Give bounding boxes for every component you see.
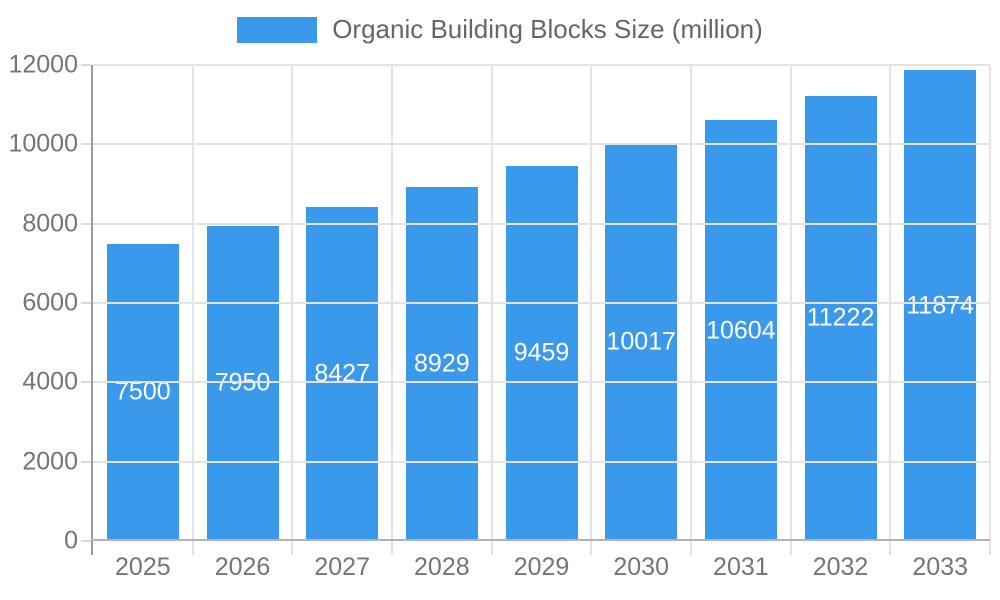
y-axis-tick-label: 12000: [8, 50, 78, 79]
h-gridline: [93, 222, 990, 225]
h-gridline: [93, 64, 990, 66]
bar-value-label: 11874: [906, 291, 975, 319]
v-gridline: [789, 65, 792, 555]
v-gridline: [989, 65, 992, 555]
y-axis-line: [91, 65, 93, 555]
bar[interactable]: 8929: [405, 186, 478, 541]
y-axis-tick-label: 10000: [8, 129, 78, 158]
category-column: 8929 2028: [392, 65, 493, 580]
bar-value-label: 9459: [513, 338, 570, 367]
bar[interactable]: 11874: [904, 70, 977, 541]
v-gridline: [391, 65, 394, 555]
y-axis-tick: [81, 540, 91, 542]
v-gridline: [191, 65, 194, 555]
h-gridline: [93, 460, 990, 463]
v-gridline: [690, 65, 693, 555]
y-axis-tick-label: 2000: [22, 447, 78, 476]
bar[interactable]: 8427: [306, 206, 379, 541]
v-gridline: [889, 65, 892, 555]
category-column: 10604 2031: [691, 65, 792, 580]
x-axis-tick-label: 2029: [513, 553, 570, 581]
bar[interactable]: 10017: [605, 143, 678, 541]
bar-value-label: 8929: [414, 349, 470, 378]
bar[interactable]: 11222: [804, 95, 877, 541]
bar-value-label: 10017: [606, 327, 676, 356]
bar[interactable]: 10604: [704, 120, 777, 541]
x-axis-tick-label: 2033: [912, 553, 969, 581]
h-gridline: [93, 302, 990, 304]
v-gridline: [490, 65, 493, 555]
category-column: 7500 2025: [93, 65, 194, 580]
x-axis-tick-label: 2030: [613, 553, 669, 581]
v-gridline: [291, 65, 294, 555]
y-axis-tick: [81, 460, 91, 463]
x-axis-line: [91, 539, 990, 541]
x-axis-tick-label: 2026: [214, 553, 271, 581]
y-axis-tick: [81, 222, 91, 225]
y-axis-tick: [81, 143, 91, 146]
category-column: 9459 2029: [492, 65, 593, 580]
plot-area: 7500 2025 7950 2026 8427 2027 8929 2028 9459 2029…: [8, 52, 992, 580]
category-column: 11222 2032: [791, 65, 892, 580]
bar-value-label: 7500: [115, 377, 171, 406]
bar[interactable]: 9459: [505, 165, 578, 541]
y-axis-tick-label: 6000: [22, 288, 78, 317]
y-axis-tick-label: 0: [64, 526, 78, 555]
x-axis-tick-label: 2027: [314, 553, 370, 581]
category-column: 10017 2030: [591, 65, 693, 580]
y-axis-tick: [81, 302, 91, 304]
x-axis-tick-label: 2032: [812, 553, 869, 581]
y-axis-tick: [81, 64, 91, 66]
bar[interactable]: 7500: [106, 243, 179, 541]
bar-value-label: 11222: [806, 303, 875, 332]
v-gridline: [590, 65, 593, 555]
chart-legend[interactable]: Organic Building Blocks Size (million): [0, 14, 1000, 45]
y-axis-tick-label: 8000: [22, 209, 78, 238]
x-axis-tick-label: 2031: [713, 553, 769, 581]
x-axis-tick-label: 2028: [414, 553, 470, 581]
x-axis-tick-label: 2025: [115, 553, 171, 581]
legend-label: Organic Building Blocks Size (million): [332, 14, 763, 44]
h-gridline: [93, 381, 990, 384]
y-axis-tick-label: 4000: [22, 367, 78, 396]
y-axis-tick: [81, 381, 91, 384]
h-gridline: [93, 143, 990, 146]
legend-swatch: [237, 16, 318, 43]
bar-value-label: 10604: [706, 316, 776, 345]
